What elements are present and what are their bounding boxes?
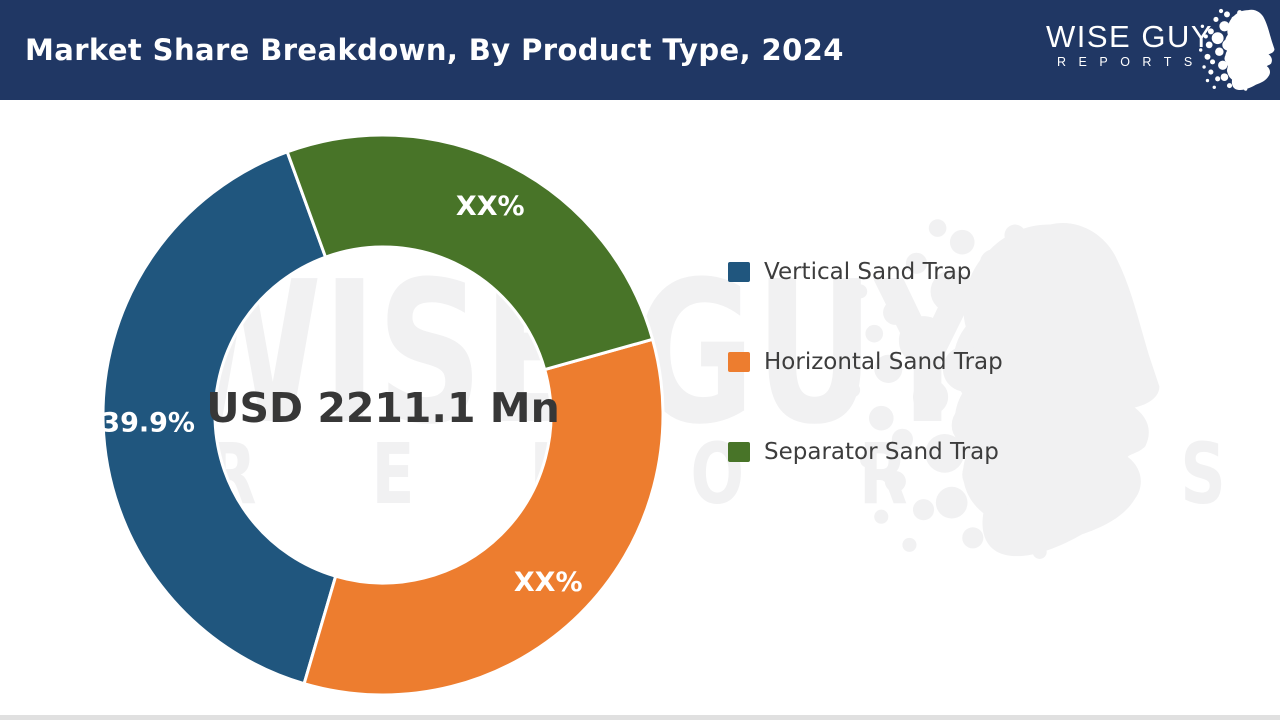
- header-bar: Market Share Breakdown, By Product Type,…: [0, 0, 1280, 100]
- legend-swatch-blue: [728, 262, 750, 282]
- legend-label: Horizontal Sand Trap: [764, 349, 1003, 375]
- legend-item-vertical-sand-trap: Vertical Sand Trap: [728, 256, 1003, 288]
- donut-segment-vertical-sand-trap: [101, 150, 338, 686]
- legend-item-separator-sand-trap: Separator Sand Trap: [728, 436, 1003, 468]
- logo-brand-text: WISE GUY: [1046, 19, 1214, 54]
- donut-chart: 39.9% XX% XX% USD 2211.1 Mn: [101, 133, 665, 697]
- donut-segment-horizontal-sand-trap: [302, 337, 665, 697]
- segment-value-label: XX%: [456, 191, 525, 222]
- logo-reports-text: REPORTS: [1057, 55, 1205, 69]
- donut-segment-separator-sand-trap: [285, 133, 655, 372]
- footer-strip: [0, 715, 1280, 720]
- legend: Vertical Sand Trap Horizontal Sand Trap …: [728, 256, 1003, 526]
- legend-label: Vertical Sand Trap: [764, 259, 972, 285]
- segment-value-label: XX%: [514, 567, 583, 598]
- legend-item-horizontal-sand-trap: Horizontal Sand Trap: [728, 346, 1003, 378]
- donut-center-label: USD 2211.1 Mn: [206, 384, 560, 432]
- page-title: Market Share Breakdown, By Product Type,…: [25, 33, 844, 67]
- wise-guy-reports-logo: WISE GUY REPORTS: [1046, 19, 1214, 70]
- legend-swatch-green: [728, 442, 750, 462]
- logo-face-icon: [1199, 7, 1277, 93]
- segment-value-label: 39.9%: [101, 407, 195, 438]
- legend-swatch-orange: [728, 352, 750, 372]
- watermark-face-logo-icon: [846, 214, 1170, 566]
- legend-label: Separator Sand Trap: [764, 439, 999, 465]
